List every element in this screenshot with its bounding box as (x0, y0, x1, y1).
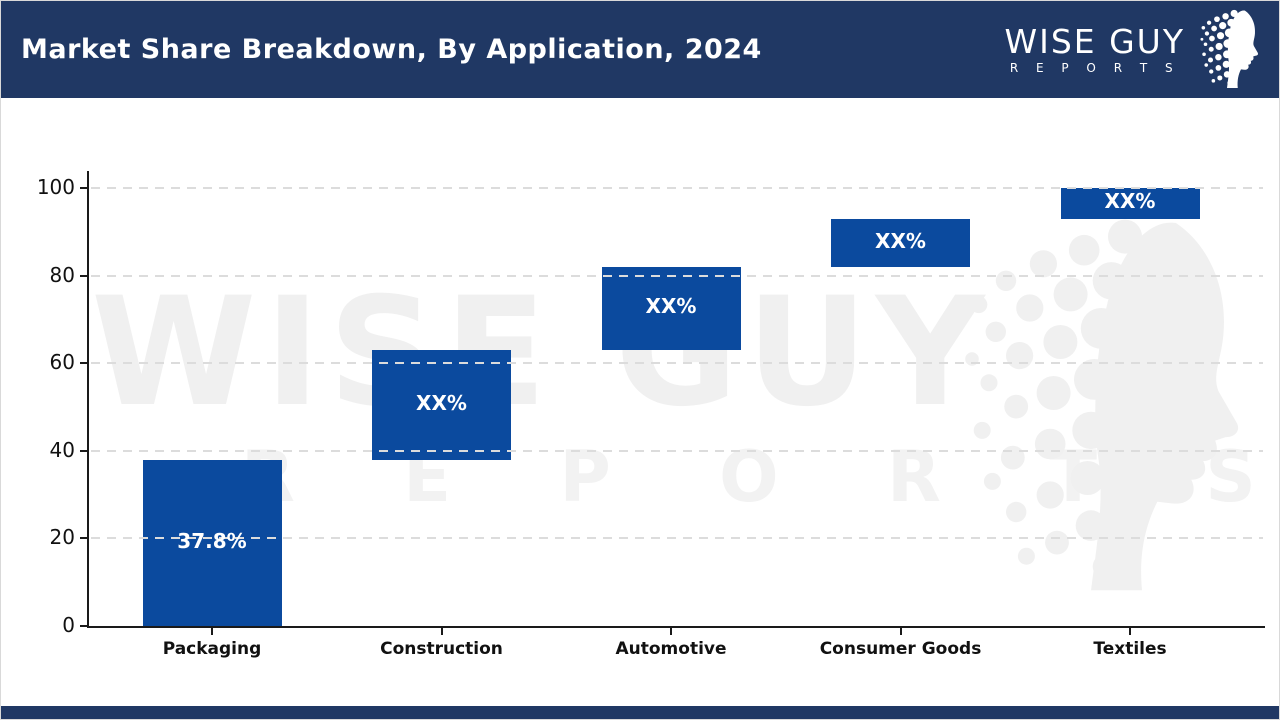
y-tick-label: 60 (49, 350, 75, 375)
y-axis-line (87, 171, 89, 628)
brand-logo: WISE GUY R E P O R T S (1004, 7, 1263, 93)
x-tick-mark (211, 628, 213, 635)
brand-name: WISE GUY (1004, 21, 1185, 61)
y-gridline (91, 362, 1263, 365)
y-tick-label: 80 (49, 262, 75, 287)
page-title: Market Share Breakdown, By Application, … (21, 34, 762, 65)
y-tick-mark (80, 449, 87, 452)
y-gridline (91, 187, 1263, 189)
y-tick-mark (80, 537, 87, 540)
bar-packaging (142, 460, 282, 626)
y-gridline (91, 274, 1263, 277)
y-tick-mark (80, 362, 87, 365)
x-axis-line (87, 626, 1265, 628)
bar-automotive (601, 266, 741, 351)
watermark-face-icon (921, 206, 1261, 614)
footer-bar (1, 706, 1279, 719)
y-tick-mark (80, 625, 87, 627)
wiseguy-face-icon (1191, 7, 1263, 93)
bar-value-label: XX% (1104, 189, 1156, 214)
bar-value-label: 37.8% (177, 529, 247, 554)
x-category-label: Packaging (162, 639, 262, 659)
y-tick-mark (80, 274, 87, 277)
brand-wordmark: WISE GUY R E P O R T S (1004, 21, 1185, 76)
x-tick-mark (670, 628, 672, 635)
y-tick-label: 40 (49, 437, 75, 462)
bar-textiles (1060, 188, 1200, 219)
watermark-subtext: R E P O R T S (241, 436, 1280, 518)
bar-consumer-goods (831, 218, 970, 267)
x-tick-mark (440, 628, 443, 635)
bar-value-label: XX% (875, 228, 926, 253)
watermark-text: WISE GUY (91, 266, 993, 440)
y-tick-mark (80, 187, 87, 189)
y-gridline (91, 537, 1263, 540)
x-category-label: Textiles (1093, 639, 1167, 659)
x-category-label: Automotive (615, 639, 727, 659)
bar-construction (372, 350, 511, 461)
chart-area: WISE GUY R E P O R T S 0 20 40 60 80 100 37.8%… (1, 98, 1280, 708)
y-tick-label: 20 (49, 525, 75, 550)
bar-value-label: XX% (645, 294, 697, 319)
bar-value-label: XX% (416, 391, 467, 416)
x-category-label: Construction (380, 639, 503, 659)
x-tick-mark (899, 628, 902, 635)
brand-subtitle: R E P O R T S (1009, 61, 1180, 76)
x-category-label: Consumer Goods (819, 639, 982, 659)
x-tick-mark (1129, 628, 1131, 635)
y-tick-label: 100 (36, 175, 75, 199)
header-banner: Market Share Breakdown, By Application, … (1, 1, 1279, 98)
y-tick-label: 0 (62, 613, 75, 637)
y-gridline (91, 449, 1263, 452)
